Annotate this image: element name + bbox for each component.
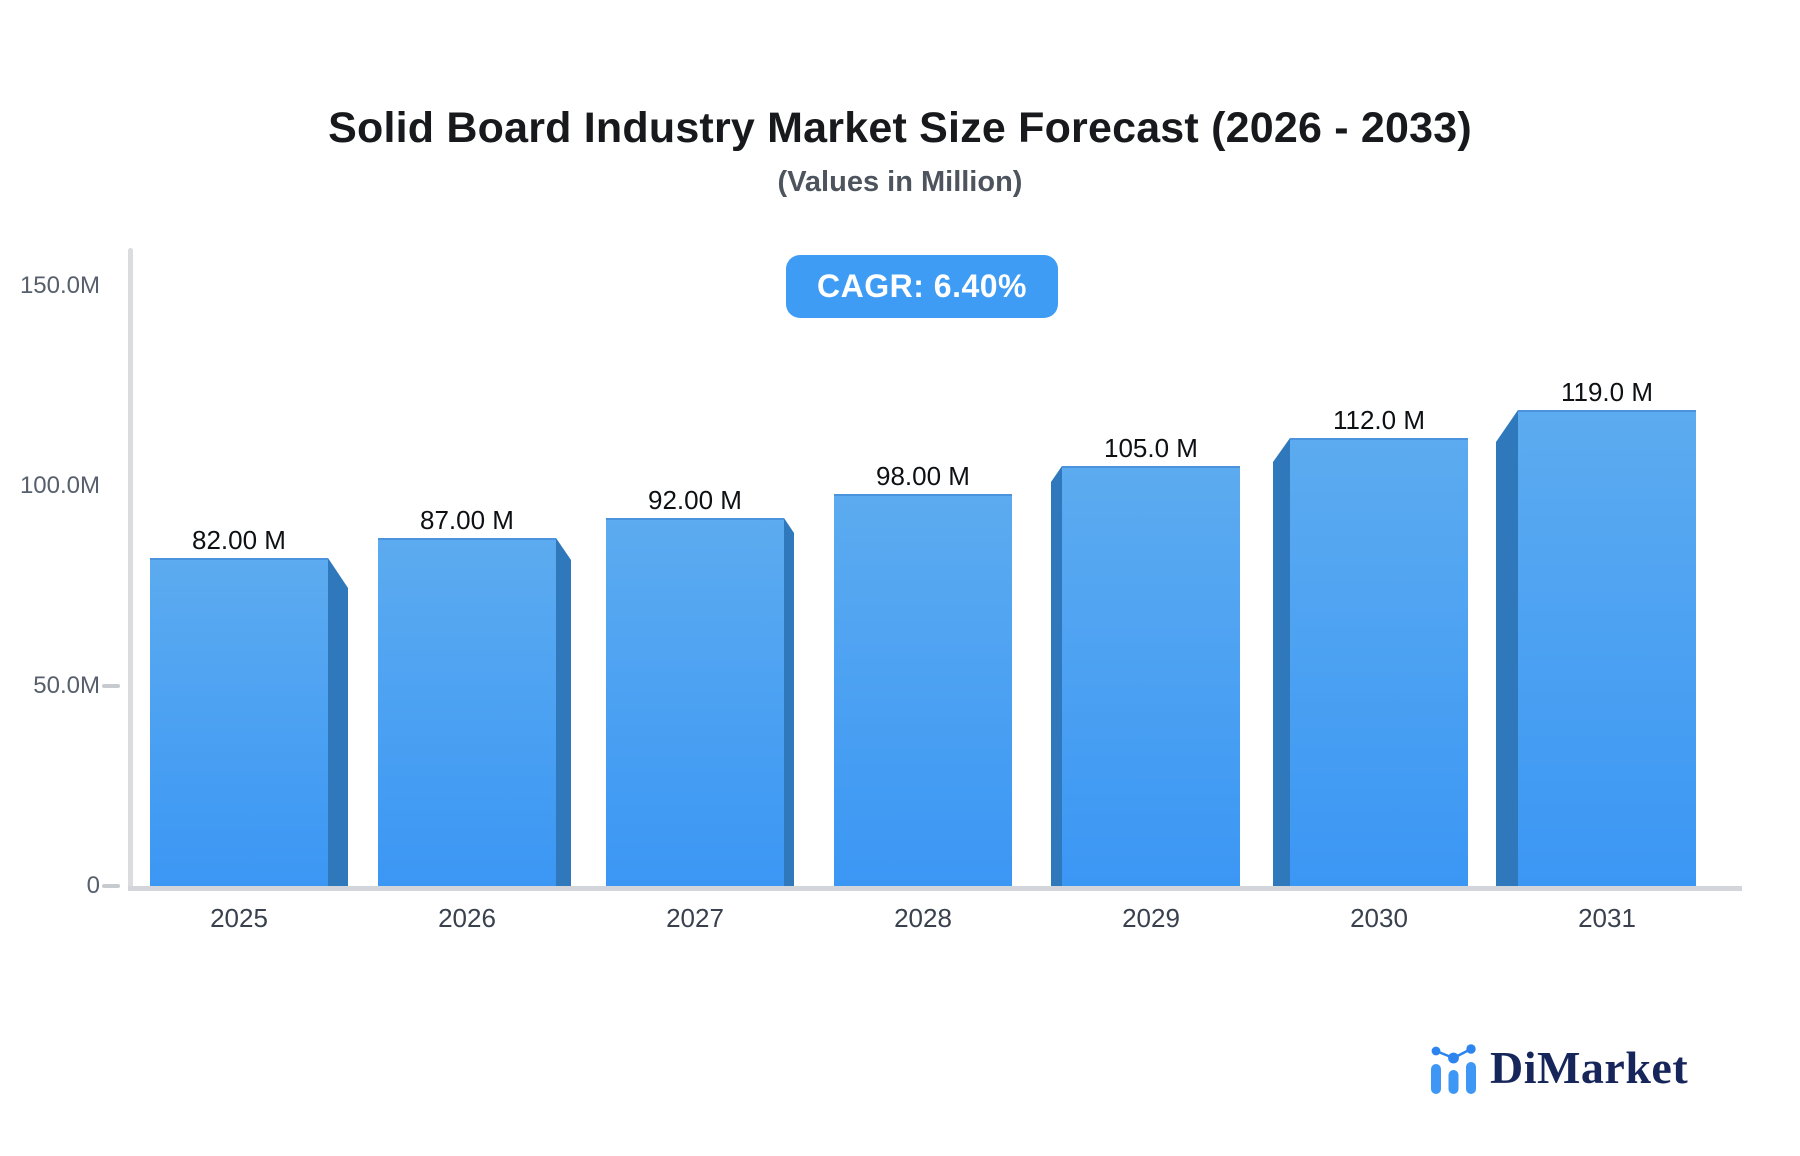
y-axis-tick-label: 150.0M (19, 272, 100, 299)
bar-2028 (834, 494, 1012, 886)
y-axis-tick-label: 0 (86, 872, 100, 899)
bar-side-panel-2025 (328, 558, 348, 886)
bar-side-panel-2026 (556, 538, 571, 886)
bar-value-label-2029: 105.0 M (1104, 433, 1198, 463)
y-axis-tick-mark (102, 684, 120, 688)
bar-side-panel-2030 (1273, 438, 1290, 886)
x-axis-label-2027: 2027 (666, 903, 724, 933)
dimarket-logo-text: DiMarket (1490, 1042, 1689, 1093)
y-axis-tick-label: 100.0M (19, 472, 100, 499)
bar-2030 (1290, 438, 1468, 886)
bar-value-label-2028: 98.00 M (876, 461, 970, 491)
bar-side-panel-2031 (1496, 410, 1518, 886)
bar-2025 (150, 558, 328, 886)
x-axis-label-2029: 2029 (1122, 903, 1180, 933)
bar-value-label-2026: 87.00 M (420, 505, 514, 535)
y-axis-tick-mark (102, 884, 120, 888)
bar-2027 (606, 518, 784, 886)
bar-2026 (378, 538, 556, 886)
y-axis-line (128, 248, 133, 891)
bar-2029 (1062, 466, 1240, 886)
bar-value-label-2030: 112.0 M (1332, 405, 1425, 435)
bar-value-label-2025: 82.00 M (192, 525, 286, 555)
x-axis-label-2026: 2026 (438, 903, 496, 933)
x-axis-label-2031: 2031 (1578, 903, 1636, 933)
bar-side-panel-2029 (1051, 466, 1062, 886)
chart-title: Solid Board Industry Market Size Forecas… (328, 104, 1472, 152)
x-axis-label-2028: 2028 (894, 903, 952, 933)
x-axis-baseline (128, 886, 1742, 891)
cagr-badge: CAGR: 6.40% (786, 255, 1058, 318)
x-axis-label-2030: 2030 (1350, 903, 1408, 933)
chart-subtitle: (Values in Million) (777, 166, 1023, 198)
cagr-badge-label: CAGR: 6.40% (817, 268, 1027, 304)
dimarket-logo: DiMarket (1430, 1042, 1688, 1094)
bar-value-label-2031: 119.0 M (1560, 377, 1653, 407)
bar-value-label-2027: 92.00 M (648, 485, 742, 515)
x-axis-label-2025: 2025 (210, 903, 268, 933)
bar-2031 (1518, 410, 1696, 886)
bar-side-panel-2027 (784, 518, 794, 886)
dimarket-logo-icon (1431, 1044, 1476, 1094)
y-axis-tick-label: 50.0M (33, 672, 100, 699)
